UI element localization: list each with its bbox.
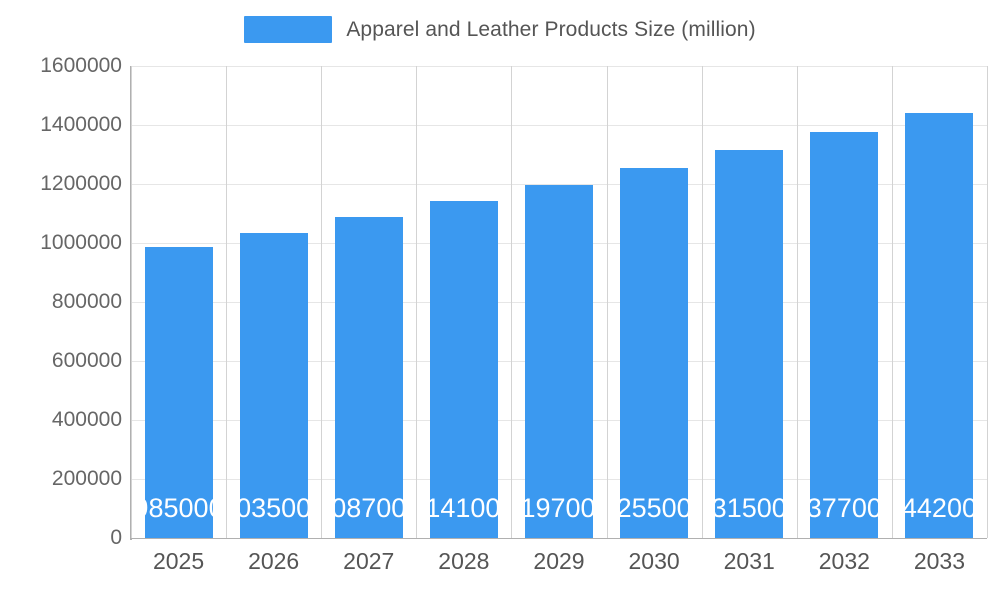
bar-label-clip: 1197000 [525,185,593,538]
y-axis-tick-label: 1000000 [40,231,122,254]
gridline [131,538,987,539]
y-axis-tick-label: 400000 [51,408,122,431]
vertical-gridline [987,66,988,538]
x-axis-tick-label: 2027 [343,548,395,574]
bar[interactable] [144,247,213,538]
y-axis-tick-label: 1200000 [40,172,122,195]
bar[interactable] [620,167,689,538]
bar[interactable] [810,131,879,538]
x-axis-tick-labels: 2025 2026 2027 2028 2029 2030 2031 2032 2033 [131,548,987,588]
y-axis-tick-label: 0 [110,526,122,549]
bar[interactable] [429,201,498,538]
bar[interactable] [239,232,308,538]
x-axis-tick-label: 2031 [723,548,775,574]
gridline [131,125,987,126]
bar-value-label: 1315000 [715,493,784,523]
y-axis-tick-labels: 0 200000 400000 600000 800000 1000000 1200000 1… [0,54,122,549]
bar-label-clip: 1377000 [810,132,878,538]
y-axis-tick-label: 200000 [51,467,122,490]
gridline [131,66,987,67]
vertical-gridline [131,66,132,538]
gridline [131,184,987,185]
bar-value-label: 1087000 [334,493,403,523]
bar[interactable] [715,150,784,538]
bar-label-clip: 1315000 [715,150,783,538]
plot-area: 985000 1035000 1087000 1141000 1197000 125500… [131,66,988,539]
bar-label-clip: 1087000 [335,217,403,538]
legend-series-label: Apparel and Leather Products Size (milli… [346,17,756,41]
bar-value-label: 1442000 [905,493,974,523]
bar[interactable] [334,217,403,538]
chart-legend: Apparel and Leather Products Size (milli… [0,16,1000,43]
bar-value-label: 1377000 [810,493,879,523]
vertical-gridline [797,66,798,538]
x-axis-tick-label: 2029 [533,548,585,574]
bar-label-clip: 1035000 [240,233,308,538]
bar-label-clip: 1255000 [620,168,688,538]
bar-label-clip: 1141000 [430,201,498,538]
y-axis-tick-label: 800000 [51,290,122,313]
x-axis-tick-label: 2033 [913,548,966,574]
bar-value-label: 985000 [145,493,213,523]
y-axis-tick-label: 1600000 [40,54,122,77]
vertical-gridline [892,66,893,538]
vertical-gridline [607,66,608,538]
x-axis-tick-label: 2028 [438,548,490,574]
vertical-gridline [511,66,512,538]
bar-value-label: 1197000 [525,493,593,523]
x-axis-tick-label: 2025 [152,548,205,574]
bar-value-label: 1035000 [239,493,308,523]
bar[interactable] [525,184,593,538]
bar-value-label: 1141000 [429,493,498,523]
bar-label-clip: 985000 [145,247,213,538]
x-axis-tick-label: 2032 [818,548,870,574]
vertical-gridline [226,66,227,538]
vertical-gridline [416,66,417,538]
vertical-gridline [702,66,703,538]
x-axis-tick-label: 2026 [248,548,300,574]
bar[interactable] [905,112,974,538]
legend-color-swatch [244,16,333,43]
x-axis-tick-label: 2030 [628,548,680,574]
vertical-gridline [321,66,322,538]
y-axis-tick-label: 600000 [51,349,122,372]
bar-label-clip: 1442000 [905,113,973,538]
bar-value-label: 1255000 [620,493,689,523]
y-axis-tick-label: 1400000 [40,113,122,136]
